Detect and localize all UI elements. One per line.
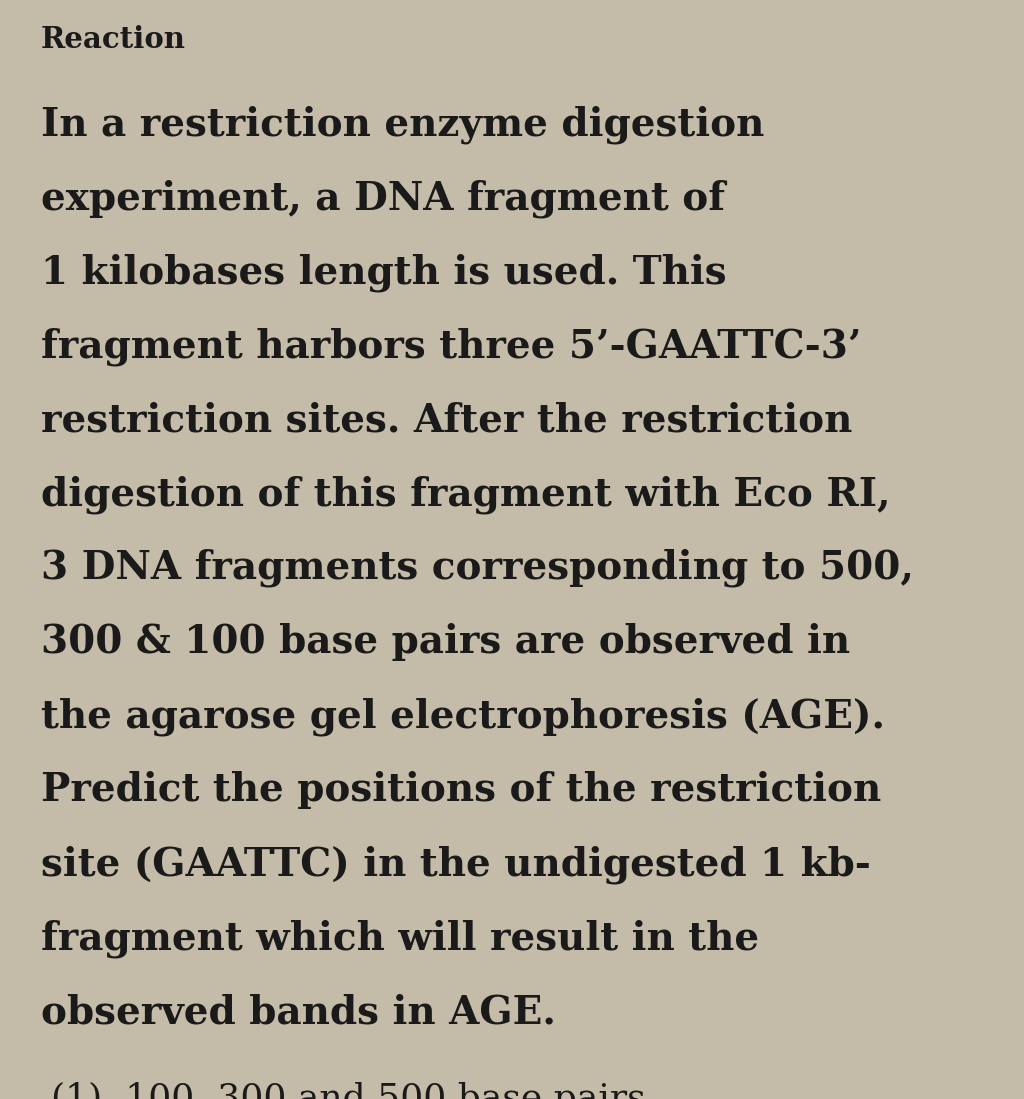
Text: restriction sites. After the restriction: restriction sites. After the restriction (41, 401, 852, 439)
Text: 300 & 100 base pairs are observed in: 300 & 100 base pairs are observed in (41, 623, 850, 660)
Text: (1)  100, 300 and 500 base pairs: (1) 100, 300 and 500 base pairs (51, 1083, 645, 1099)
Text: Predict the positions of the restriction: Predict the positions of the restriction (41, 771, 882, 809)
Text: fragment harbors three 5’-GAATTC-3’: fragment harbors three 5’-GAATTC-3’ (41, 328, 861, 366)
Text: In a restriction enzyme digestion: In a restriction enzyme digestion (41, 106, 764, 144)
Text: observed bands in AGE.: observed bands in AGE. (41, 993, 556, 1031)
Text: Reaction: Reaction (41, 25, 185, 54)
Text: 3 DNA fragments corresponding to 500,: 3 DNA fragments corresponding to 500, (41, 550, 913, 588)
Text: experiment, a DNA fragment of: experiment, a DNA fragment of (41, 179, 725, 218)
Text: fragment which will result in the: fragment which will result in the (41, 919, 759, 957)
Text: the agarose gel electrophoresis (AGE).: the agarose gel electrophoresis (AGE). (41, 697, 885, 735)
Text: site (GAATTC) in the undigested 1 kb-: site (GAATTC) in the undigested 1 kb- (41, 845, 870, 884)
Text: 1 kilobases length is used. This: 1 kilobases length is used. This (41, 253, 727, 291)
Text: digestion of this fragment with Eco RI,: digestion of this fragment with Eco RI, (41, 475, 891, 513)
